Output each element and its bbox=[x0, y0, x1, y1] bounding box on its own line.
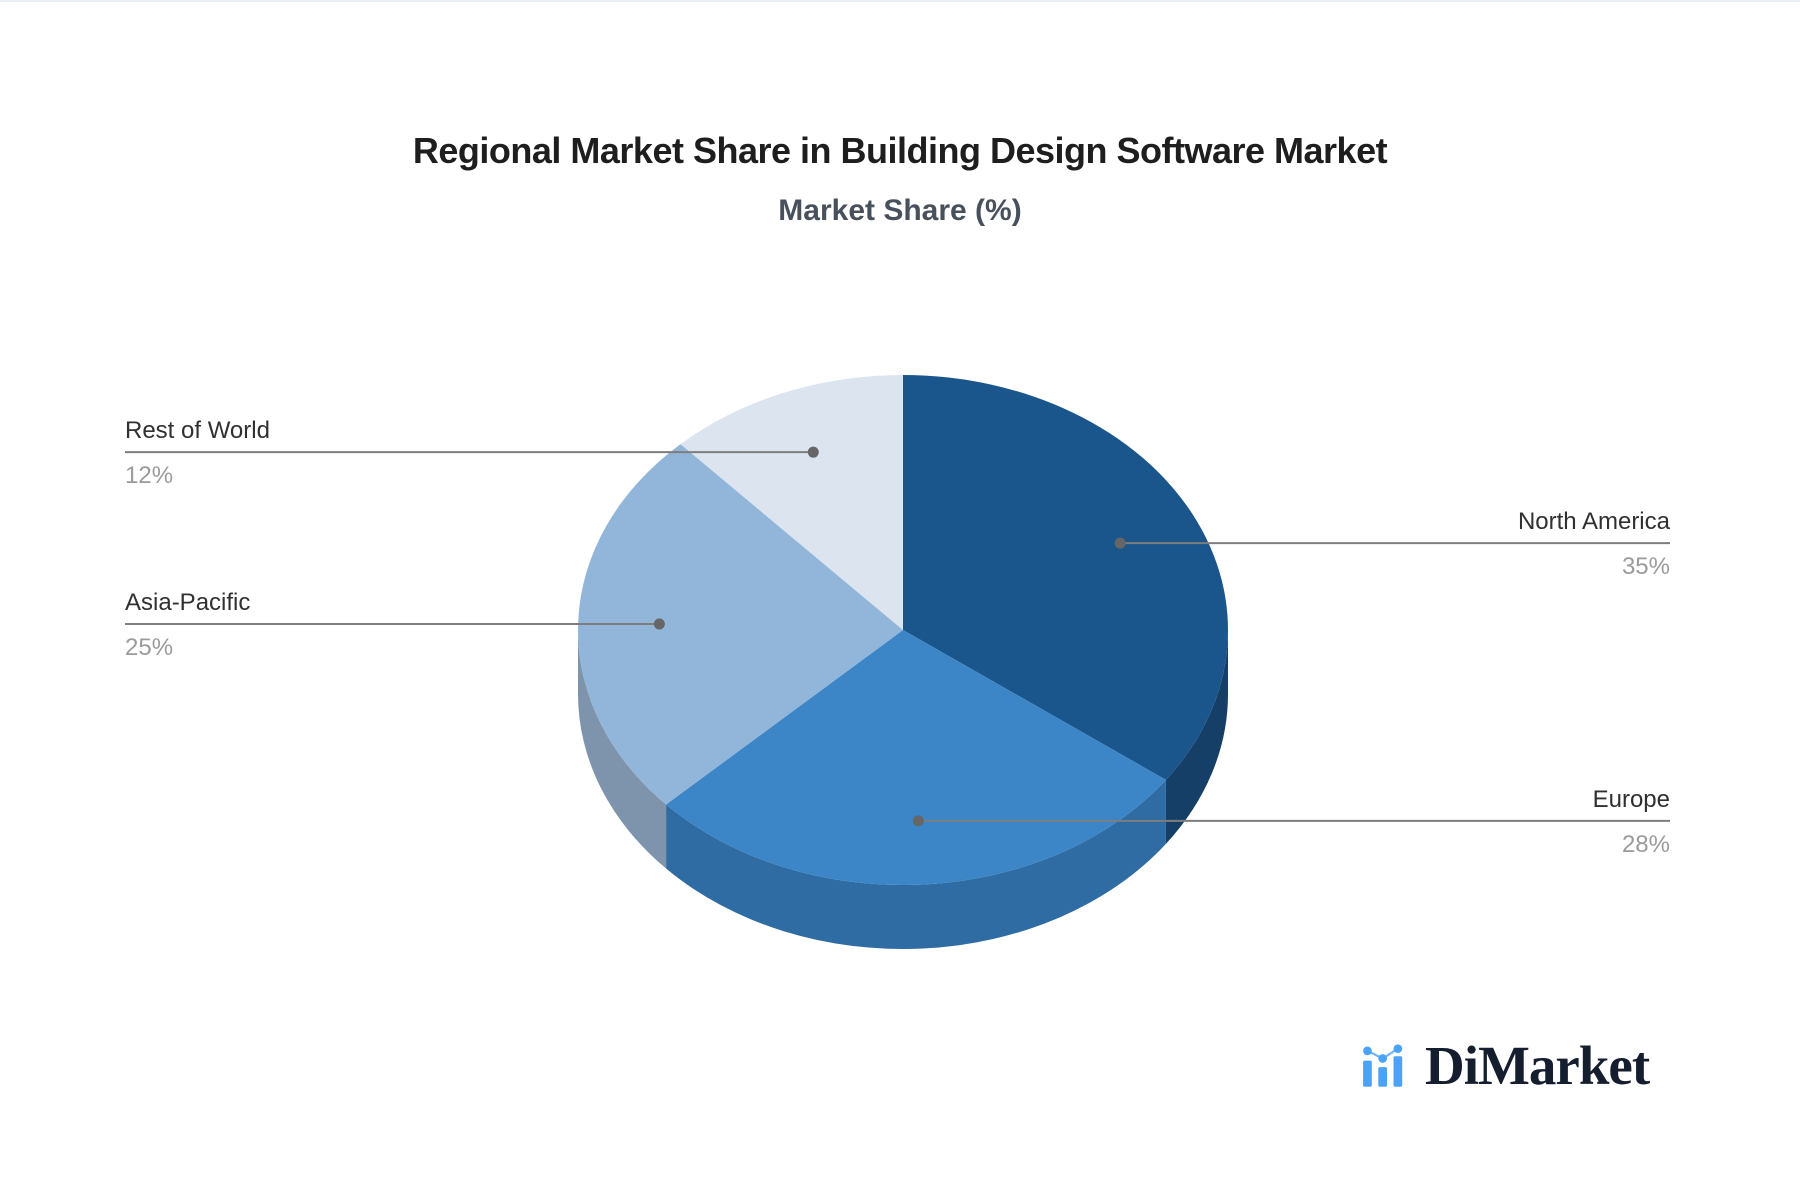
top-edge-divider bbox=[0, 0, 1800, 2]
pie-slice-north-america[interactable] bbox=[903, 375, 1228, 780]
dimarket-logo-text: DiMarket bbox=[1425, 1034, 1650, 1096]
pie-slice-rest-of-world[interactable] bbox=[680, 375, 903, 630]
chart-title: Regional Market Share in Building Design… bbox=[412, 130, 1388, 171]
pie-side-north-america bbox=[1165, 630, 1228, 844]
slice-label-asia-pacific: Asia-Pacific bbox=[125, 588, 251, 616]
slice-label-europe: Europe bbox=[1592, 785, 1670, 813]
slice-value-europe: 28% bbox=[1621, 830, 1670, 858]
slice-label-north-america: North America bbox=[1517, 508, 1670, 536]
dimarket-logo-icon bbox=[1363, 1044, 1403, 1087]
callout-dot-europe bbox=[912, 815, 924, 827]
slice-value-rest-of-world: 12% bbox=[125, 462, 174, 490]
pie-side-asia-pacific bbox=[578, 630, 667, 869]
callout-dot-rest-of-world bbox=[807, 446, 819, 458]
callout-dot-north-america bbox=[1114, 537, 1126, 549]
pie-side-europe bbox=[666, 779, 1166, 950]
slice-value-asia-pacific: 25% bbox=[125, 633, 174, 661]
chart-subtitle: Market Share (%) bbox=[778, 194, 1022, 227]
dimarket-logo: DiMarket bbox=[1362, 1034, 1650, 1096]
slice-value-north-america: 35% bbox=[1621, 553, 1670, 581]
pie-slice-asia-pacific[interactable] bbox=[578, 444, 903, 805]
callout-dot-asia-pacific bbox=[653, 618, 665, 630]
slice-label-rest-of-world: Rest of World bbox=[125, 417, 270, 445]
